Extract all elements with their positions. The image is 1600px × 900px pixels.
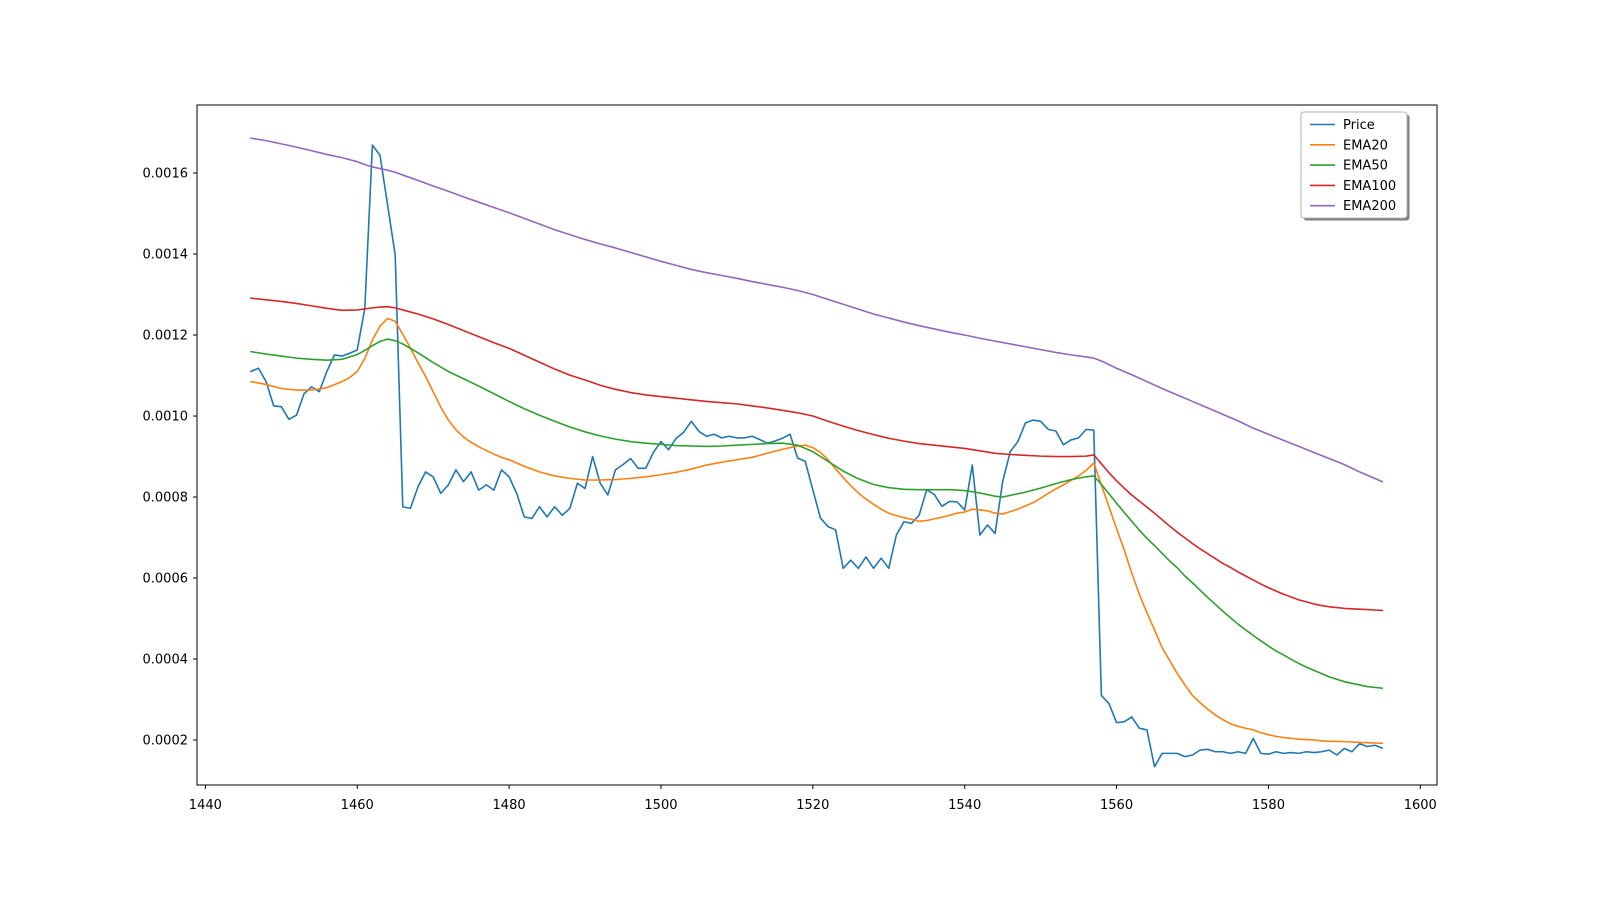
series-line-price [250,144,1384,768]
x-axis-tick-label: 1580 [1252,798,1285,813]
legend-box [1300,111,1408,219]
legend-label-price: Price [1343,118,1375,133]
legend-label-ema200: EMA200 [1343,199,1396,214]
y-axis-tick-label: 0.0008 [143,491,189,506]
series-line-ema20 [250,317,1384,745]
legend-label-ema20: EMA20 [1343,138,1388,153]
x-axis-tick-label: 1440 [189,798,222,813]
series-line-ema100 [250,297,1384,612]
series-line-ema200 [250,137,1384,483]
legend-label-ema50: EMA50 [1343,159,1388,174]
x-axis-tick-label: 1460 [341,798,374,813]
y-axis-tick-label: 0.0004 [143,653,189,668]
x-axis-tick-label: 1560 [1100,798,1133,813]
y-axis-tick-label: 0.0014 [143,248,189,263]
x-axis-tick-label: 1480 [493,798,526,813]
y-axis-tick-label: 0.0010 [143,410,189,425]
x-axis-tick-label: 1500 [644,798,677,813]
legend-label-ema100: EMA100 [1343,179,1396,194]
y-axis-tick-label: 0.0006 [143,572,189,587]
x-axis-tick-label: 1520 [796,798,829,813]
series-line-ema50 [250,338,1384,689]
x-axis-tick-label: 1540 [948,798,981,813]
y-axis-tick-label: 0.0012 [143,329,189,344]
plot-border [196,104,1438,786]
y-axis-tick-label: 0.0016 [143,167,189,182]
x-axis-tick-label: 1600 [1404,798,1437,813]
y-axis-tick-label: 0.0002 [143,734,189,749]
